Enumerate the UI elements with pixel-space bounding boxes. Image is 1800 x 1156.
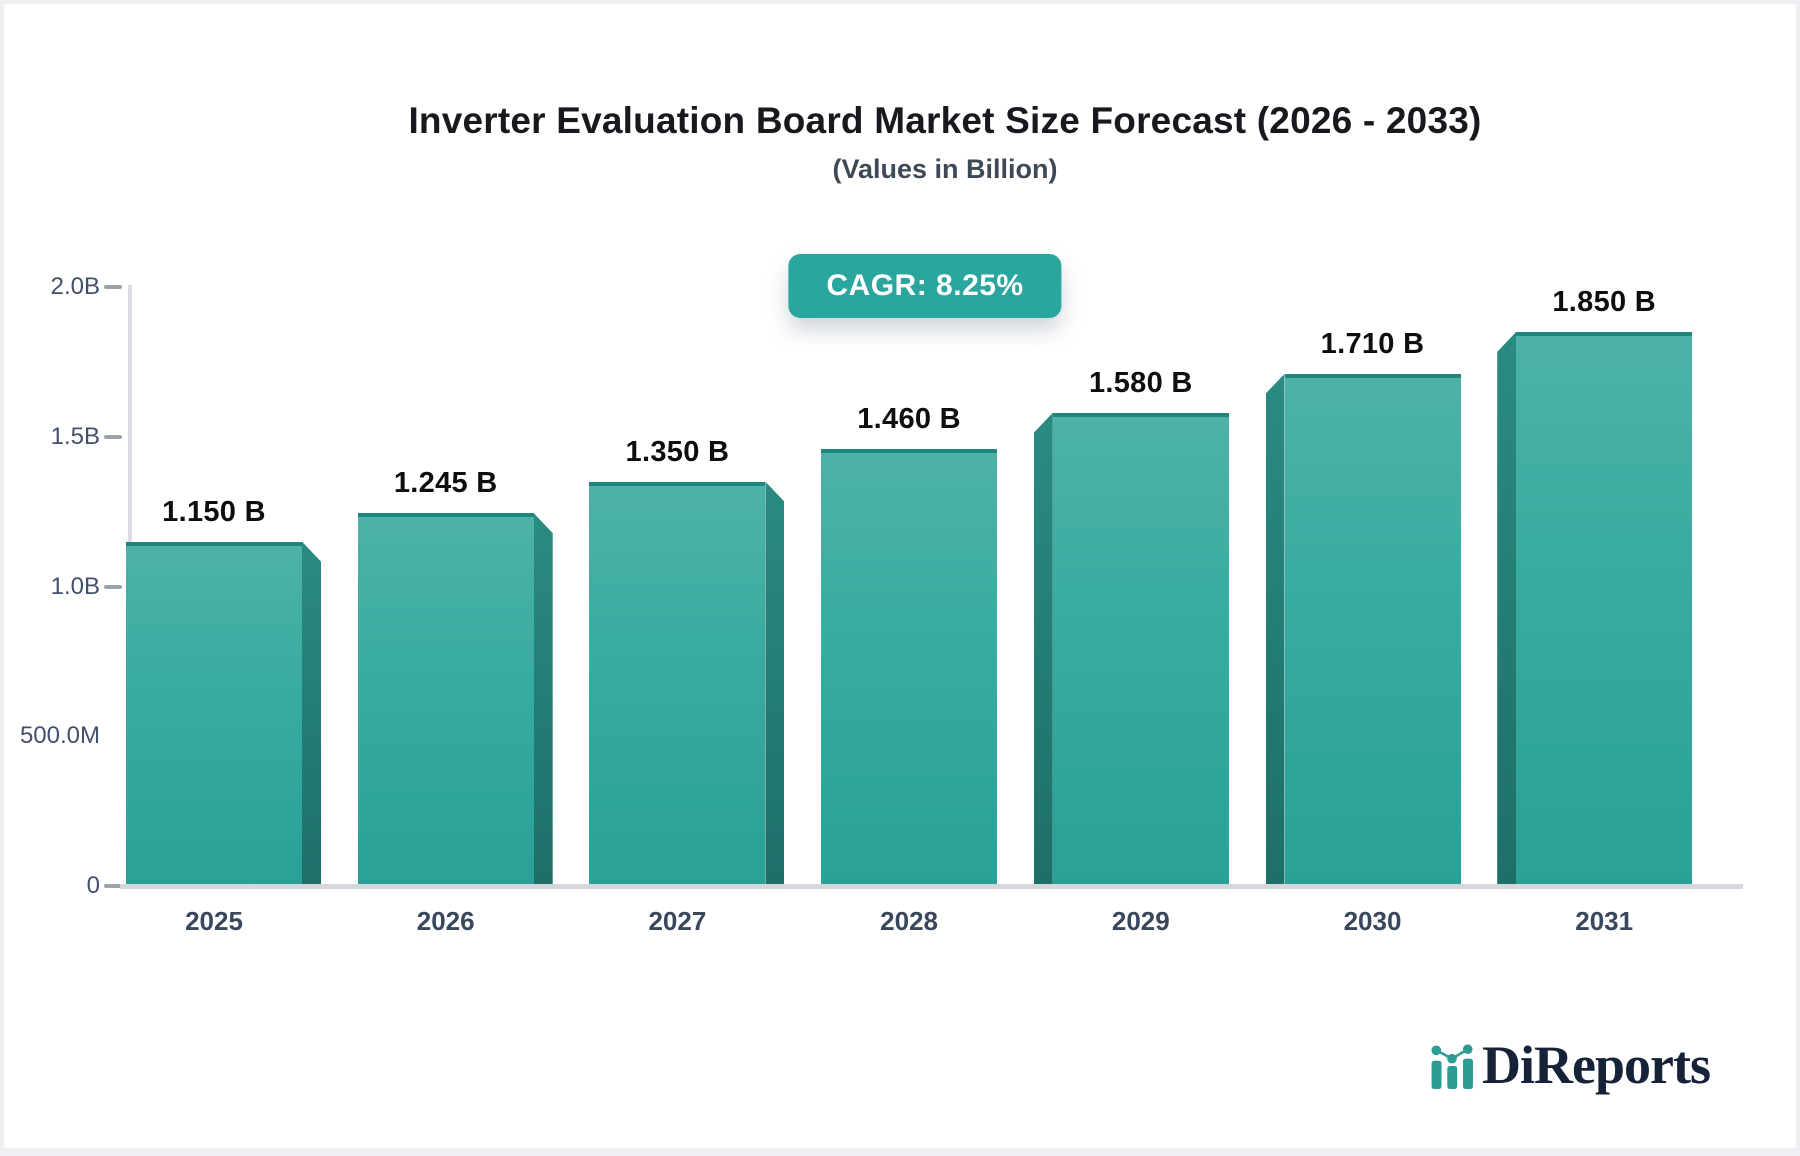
chart-header: Inverter Evaluation Board Market Size Fo… (120, 0, 1770, 184)
bar-value-label: 1.460 B (857, 402, 961, 435)
bar-value-label: 1.245 B (393, 467, 498, 500)
bar-value-label: 1.850 B (1552, 285, 1657, 318)
x-axis-category-label: 2031 (1575, 906, 1634, 936)
bar-value-label: 1.580 B (1088, 366, 1193, 399)
x-axis-category-label: 2027 (648, 906, 707, 936)
cagr-badge: CAGR: 8.25% (788, 254, 1062, 318)
brand-logo: DiReports (1430, 1035, 1711, 1095)
bar-3d-side (1033, 412, 1053, 886)
bar-value-label: 1.150 B (162, 495, 266, 528)
y-tick-dash (104, 285, 122, 289)
bar-chart-trend-icon (1431, 1044, 1473, 1090)
x-axis-line (120, 884, 1743, 889)
bar-value-label: 1.350 B (625, 435, 730, 468)
y-tick-label: 0 (86, 872, 100, 899)
y-tick-label: 1.0B (50, 572, 100, 600)
bar-value-label: 1.710 B (1320, 327, 1425, 360)
bar (126, 541, 302, 886)
y-tick-dash (104, 884, 122, 888)
brand-name: DiReports (1482, 1035, 1711, 1095)
y-tick-label: 500.0M (19, 722, 100, 750)
bar (357, 513, 534, 886)
y-tick-label: 1.5B (50, 422, 100, 450)
x-axis-category-label: 2028 (880, 906, 939, 936)
bar (821, 448, 998, 886)
chart-title: Inverter Evaluation Board Market Size Fo… (408, 100, 1482, 141)
chart-subtitle: (Values in Billion) (832, 154, 1058, 184)
bar (1284, 373, 1461, 886)
bar-3d-side (1497, 331, 1517, 886)
x-axis-category-label: 2025 (185, 906, 243, 936)
bar (1516, 331, 1693, 886)
x-axis-category-label: 2026 (416, 906, 475, 936)
bar-3d-side (302, 541, 321, 886)
x-axis-category-label: 2030 (1343, 906, 1402, 936)
bar (1052, 412, 1229, 886)
bar (589, 481, 766, 886)
y-tick-dash (104, 434, 122, 439)
bar-3d-side (533, 513, 553, 886)
bar-3d-side (765, 481, 785, 886)
y-tick-dash (104, 584, 122, 589)
bar-3d-side (1265, 373, 1285, 886)
x-axis-category-label: 2029 (1111, 906, 1170, 936)
y-tick-label: 2.0B (50, 273, 100, 300)
